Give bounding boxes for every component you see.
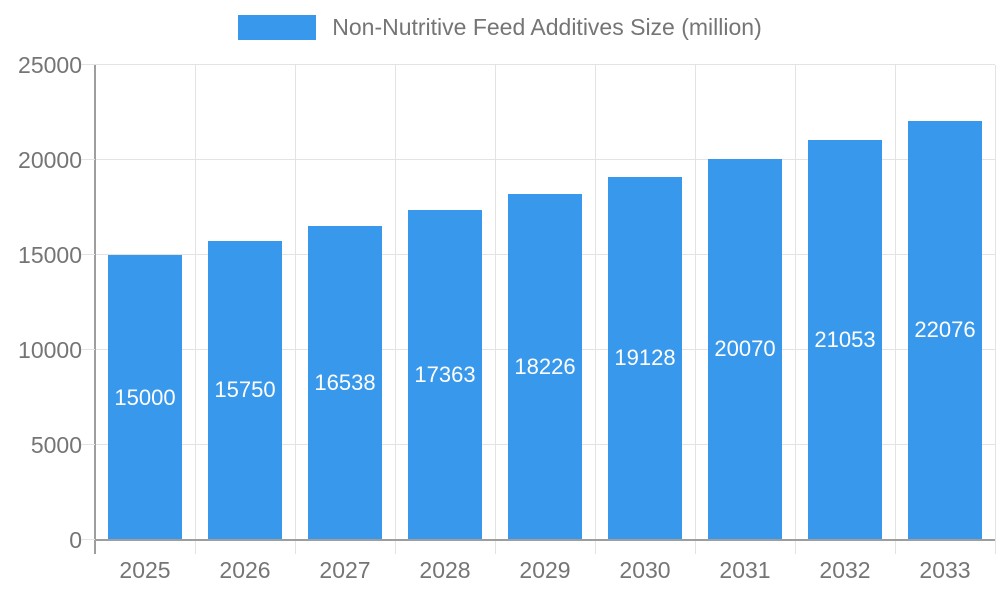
y-tick	[81, 539, 95, 540]
bar-value-label: 22076	[914, 317, 976, 343]
gridline-vertical	[694, 65, 696, 540]
gridline-horizontal	[95, 159, 995, 160]
bar-slot-2025: 15000	[95, 65, 195, 540]
y-axis-label: 10000	[18, 337, 82, 363]
bar-2031[interactable]: 20070	[708, 158, 782, 540]
x-tick	[795, 540, 796, 554]
x-axis-label: 2029	[519, 557, 571, 583]
x-tick	[995, 540, 996, 554]
bar-value-label: 18226	[514, 353, 576, 379]
gridline-vertical	[195, 65, 196, 540]
gridline-vertical	[394, 65, 396, 540]
bar-value-label: 17363	[414, 362, 476, 388]
bar-2029[interactable]: 18226	[508, 193, 582, 540]
gridline-vertical	[895, 65, 896, 540]
x-tick	[595, 540, 596, 554]
plot-area: 15000 15750 16538 17363 18226 19128 20070 21053…	[94, 64, 996, 554]
x-tick	[495, 540, 496, 554]
x-axis-label: 2031	[719, 557, 771, 583]
x-axis-label: 2025	[119, 557, 171, 583]
bar-value-label: 21053	[814, 327, 876, 352]
bar-slot-2033: 22076	[895, 65, 995, 540]
bar-value-label: 20070	[714, 336, 776, 362]
bar-slot-2030: 19128	[595, 65, 695, 540]
y-axis-label: 25000	[18, 52, 82, 78]
bar-slot-2031: 20070	[695, 65, 795, 540]
x-tick	[695, 540, 696, 554]
y-tick	[81, 349, 95, 350]
legend-item[interactable]: Non-Nutritive Feed Additives Size (milli…	[0, 14, 1000, 41]
bar-value-label: 15750	[214, 377, 276, 403]
bar-2026[interactable]: 15750	[208, 240, 282, 540]
y-tick	[81, 444, 95, 445]
gridline-vertical	[595, 65, 596, 540]
legend-label: Non-Nutritive Feed Additives Size (milli…	[332, 14, 762, 40]
x-tick	[395, 540, 396, 554]
x-tick	[895, 540, 896, 554]
bar-2027[interactable]: 16538	[308, 225, 382, 540]
bar-value-label: 19128	[614, 345, 676, 371]
y-axis-label: 20000	[18, 147, 82, 173]
x-axis-label: 2033	[919, 557, 971, 583]
gridline-horizontal	[95, 64, 995, 65]
x-axis-label: 2026	[219, 557, 271, 583]
x-axis-label: 2027	[319, 557, 371, 583]
bar-2033[interactable]: 22076	[908, 120, 982, 540]
y-axis-label: 15000	[18, 242, 82, 268]
gridline-vertical	[795, 65, 796, 540]
bar-value-label: 15000	[114, 384, 176, 410]
x-axis-line	[95, 539, 995, 541]
y-axis-line	[94, 65, 96, 554]
bar-slot-2028: 17363	[395, 65, 495, 540]
legend-swatch	[238, 15, 317, 40]
gridline-vertical	[295, 65, 296, 540]
bar-2025[interactable]: 15000	[108, 255, 182, 540]
bar-2032[interactable]: 21053	[808, 140, 882, 540]
y-axis-label: 0	[69, 527, 82, 553]
bar-2028[interactable]: 17363	[408, 210, 482, 540]
x-axis-label: 2032	[819, 557, 871, 583]
y-tick	[81, 254, 95, 255]
bar-series: 15000 15750 16538 17363 18226 19128 20070 21053…	[95, 65, 995, 540]
gridline-vertical	[495, 65, 496, 540]
x-axis-label: 2028	[419, 557, 471, 583]
bar-slot-2029: 18226	[495, 65, 595, 540]
x-axis-label: 2030	[619, 557, 671, 583]
x-tick	[195, 540, 196, 554]
gridline-vertical	[995, 65, 996, 540]
bar-2030[interactable]: 19128	[608, 176, 682, 540]
x-tick	[295, 540, 296, 554]
bar-slot-2027: 16538	[295, 65, 395, 540]
y-axis-label: 5000	[30, 432, 82, 458]
bar-value-label: 16538	[314, 369, 376, 395]
y-tick	[81, 159, 95, 160]
bar-slot-2032: 21053	[795, 65, 895, 540]
bar-slot-2026: 15750	[195, 65, 295, 540]
y-tick	[81, 64, 95, 65]
